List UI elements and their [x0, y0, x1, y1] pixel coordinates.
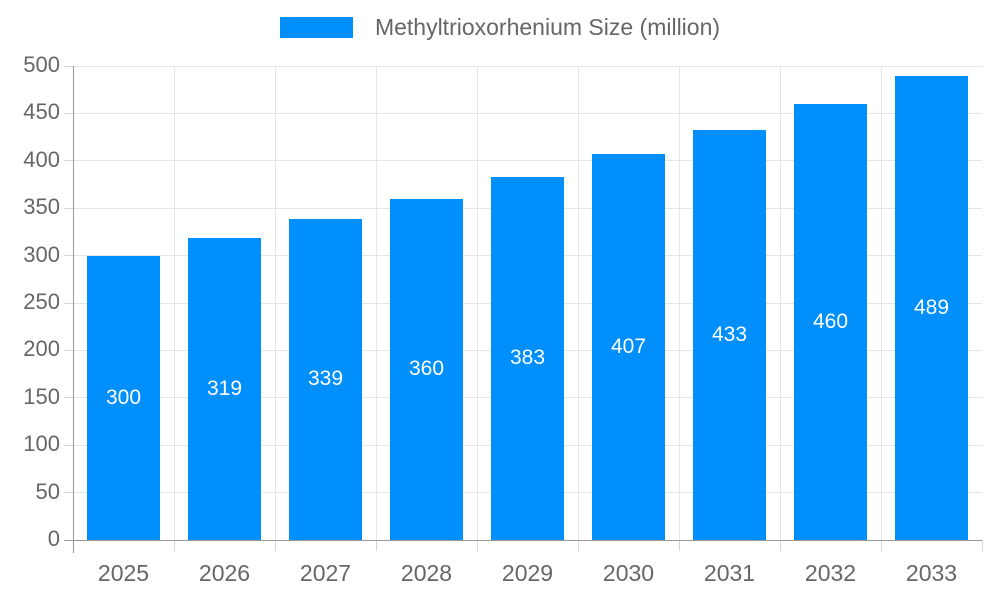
bar-value-label: 407	[610, 335, 647, 359]
x-axis-tick	[981, 540, 983, 551]
bar-value-label: 489	[913, 296, 950, 320]
y-axis-tick	[64, 65, 73, 67]
gridline-vertical	[779, 66, 781, 540]
y-axis-tick-label: 350	[23, 194, 60, 220]
y-axis-tick	[64, 444, 73, 446]
y-axis-tick-label: 500	[23, 52, 60, 77]
gridline-vertical	[577, 66, 579, 540]
bar-2026[interactable]: 319	[188, 237, 261, 540]
bar-2031[interactable]: 433	[693, 129, 766, 540]
legend-item[interactable]: Methyltrioxorhenium Size (million)	[0, 14, 1000, 41]
bar-value-label: 383	[509, 346, 546, 370]
y-axis-tick-label: 0	[47, 526, 60, 551]
gridline-vertical	[476, 66, 478, 540]
y-axis-tick-label: 200	[23, 336, 60, 362]
bar-value-label: 360	[408, 357, 445, 381]
y-axis-tick	[64, 492, 73, 494]
plot-area: 300 319 339 360 383 407 433 460 489	[64, 65, 983, 551]
x-axis-tick-label: 2028	[400, 560, 453, 586]
bar-value-label: 339	[307, 367, 344, 391]
y-axis-tick-label: 400	[23, 146, 60, 172]
bar-2032[interactable]: 460	[794, 103, 867, 540]
y-axis-tick	[64, 255, 73, 257]
gridline-horizontal	[73, 112, 982, 114]
bar-2033[interactable]: 489	[895, 76, 968, 540]
gridline-vertical	[678, 66, 680, 540]
gridline-horizontal	[73, 160, 982, 162]
x-axis-tick-label: 2032	[804, 560, 857, 586]
y-axis-tick-label: 450	[23, 99, 60, 125]
y-axis-tick	[64, 349, 73, 351]
y-axis-tick-label: 150	[23, 383, 60, 409]
bar-2025[interactable]: 300	[87, 255, 160, 540]
x-axis-tick-label: 2027	[299, 560, 352, 586]
bar-value-label: 433	[711, 322, 748, 346]
x-axis-line	[64, 540, 982, 541]
y-axis-tick	[64, 397, 73, 399]
x-axis-tick	[678, 540, 680, 551]
bar-2029[interactable]: 383	[491, 176, 564, 540]
bar-value-label: 319	[206, 376, 243, 400]
gridline-vertical	[375, 66, 377, 540]
legend-label: Methyltrioxorhenium Size (million)	[374, 14, 721, 40]
y-axis-tick-label: 300	[23, 241, 60, 267]
x-axis-tick	[173, 540, 175, 551]
x-axis-tick-label: 2029	[501, 560, 554, 586]
gridline-vertical	[880, 66, 882, 540]
gridline-horizontal	[73, 65, 982, 67]
x-axis-tick	[375, 540, 377, 551]
x-axis-tick	[274, 540, 276, 551]
y-axis-tick	[64, 207, 73, 209]
x-axis-tick	[577, 540, 579, 551]
gridline-vertical	[274, 66, 276, 540]
y-axis-tick	[64, 160, 73, 162]
x-axis-tick	[880, 540, 882, 551]
bar-value-label: 300	[105, 385, 142, 409]
legend-swatch-icon	[279, 17, 353, 38]
bar-2030[interactable]: 407	[592, 154, 665, 540]
x-axis-tick-label: 2033	[905, 560, 958, 586]
bar-2028[interactable]: 360	[390, 198, 463, 540]
y-axis-line	[73, 66, 74, 553]
gridline-vertical	[173, 66, 175, 540]
bar-2027[interactable]: 339	[289, 218, 362, 540]
y-axis-tick	[64, 112, 73, 114]
y-axis-tick-label: 100	[23, 431, 60, 457]
bar-value-label: 460	[812, 309, 849, 333]
y-axis-tick	[64, 302, 73, 304]
y-axis-tick-label: 250	[23, 289, 60, 314]
x-axis-tick-label: 2026	[198, 560, 251, 586]
x-axis-tick	[476, 540, 478, 551]
x-axis-tick-label: 2031	[703, 560, 756, 586]
x-axis-tick-label: 2025	[97, 560, 150, 586]
y-axis-tick-label: 50	[35, 478, 60, 504]
x-axis-tick	[779, 540, 781, 551]
x-axis-tick-label: 2030	[602, 560, 655, 586]
